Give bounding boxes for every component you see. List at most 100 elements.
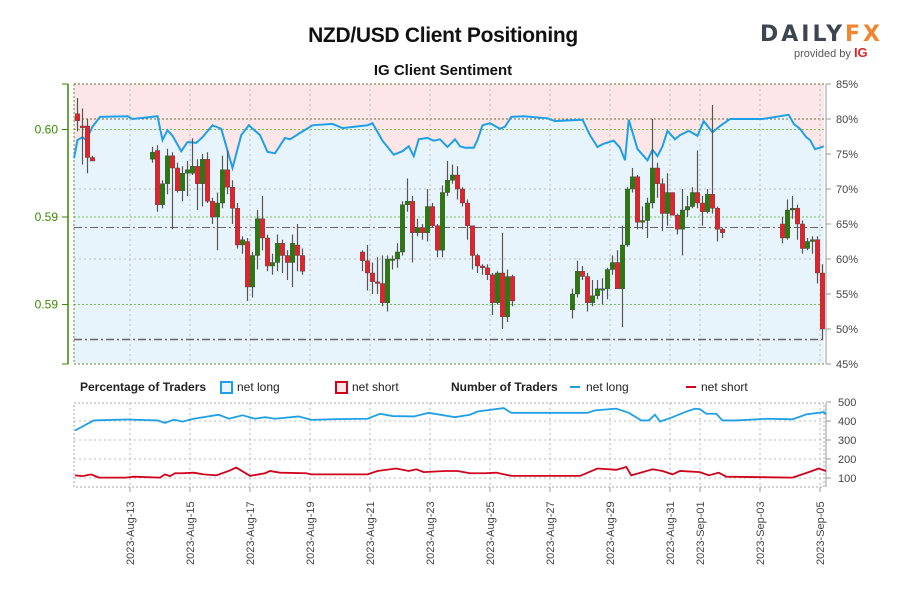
legend-net-short-box-icon: [335, 381, 348, 394]
candle-bullish: [385, 258, 390, 303]
percent-tick-label: 75%: [836, 149, 858, 161]
x-tick-label: 2023-Aug-17: [245, 501, 257, 565]
candle-bullish: [200, 159, 205, 184]
candle-bearish: [585, 276, 590, 303]
candle-bullish: [690, 192, 695, 207]
candle-bearish: [410, 201, 415, 233]
candle-bullish: [270, 262, 275, 267]
percent-tick-label: 45%: [836, 359, 858, 371]
candle-bearish: [780, 223, 785, 239]
logo-wordmark: DAILYFX: [760, 22, 880, 47]
candle-bearish: [670, 192, 675, 216]
candle-bullish: [605, 269, 610, 289]
legend-net-short-line-icon: [686, 386, 696, 388]
candle-bearish: [365, 260, 370, 274]
candle-bullish: [805, 241, 810, 249]
candle-bearish: [615, 262, 620, 289]
candle-bearish: [175, 167, 180, 191]
candle-bearish: [260, 218, 265, 239]
candle-bearish: [370, 272, 375, 282]
net-short-count-line: [74, 465, 827, 479]
candle-bearish: [655, 167, 660, 184]
x-tick-label: 2023-Aug-19: [305, 501, 317, 565]
candle-bullish: [395, 251, 400, 260]
count-tick-label: 300: [838, 435, 856, 447]
candle-bearish: [475, 255, 480, 267]
candle-bullish: [450, 174, 455, 181]
candle-bearish: [170, 155, 175, 169]
x-tick-label: 2023-Aug-13: [125, 501, 137, 565]
candle-bullish: [610, 262, 615, 270]
legend-number-title: Number of Traders: [451, 380, 558, 394]
x-tick-label: 2023-Sep-01: [695, 501, 707, 565]
chart-subtitle: IG Client Sentiment: [373, 62, 513, 79]
candle-bearish: [75, 113, 80, 121]
candle-bearish: [155, 150, 160, 205]
net-long-area: [74, 114, 824, 364]
candle-bearish: [435, 225, 440, 251]
candle-bullish: [165, 155, 170, 184]
legend-pct-net-short: net short: [352, 380, 399, 394]
legend-pct-net-long: net long: [237, 380, 280, 394]
price-tick-label: 0.60: [35, 123, 59, 137]
candle-bearish: [460, 188, 465, 204]
candle-bullish: [150, 152, 155, 160]
candle-bearish: [700, 202, 705, 212]
candle-bearish: [820, 272, 825, 330]
candle-bearish: [635, 176, 640, 223]
candle-bearish: [430, 206, 435, 226]
candle-bullish: [425, 206, 430, 233]
candle-bearish: [715, 208, 720, 230]
price-tick-label: 0.59: [35, 210, 59, 224]
candle-bearish: [265, 237, 270, 267]
legend-num-net-short: net short: [701, 380, 748, 394]
candle-bullish: [255, 218, 260, 256]
logo-provided-by: provided by IG: [794, 45, 870, 60]
candle-bearish: [300, 255, 305, 272]
candle-bullish: [495, 272, 500, 303]
candle-bearish: [195, 166, 200, 184]
net-long-percent-line: [73, 113, 825, 172]
candle-bearish: [500, 272, 505, 317]
candle-bullish: [620, 244, 625, 289]
candle-bullish: [600, 288, 605, 291]
legend-net-long-box-icon: [220, 381, 233, 394]
candle-bearish: [455, 174, 460, 190]
candle-bullish: [180, 173, 185, 191]
candle-bullish: [505, 276, 510, 317]
candle-bearish: [800, 223, 805, 249]
candle-bearish: [380, 283, 385, 303]
candle-bullish: [640, 220, 645, 223]
percent-tick-label: 55%: [836, 289, 858, 301]
candle-bullish: [215, 202, 220, 218]
legend-num-net-long: net long: [586, 380, 629, 394]
candle-bullish: [665, 192, 670, 214]
percent-tick-label: 85%: [836, 79, 858, 91]
x-tick-label: 2023-Aug-29: [605, 501, 617, 565]
percent-tick-label: 65%: [836, 219, 858, 231]
candle-bullish: [625, 188, 630, 246]
x-tick-label: 2023-Aug-21: [365, 501, 377, 565]
candle-bearish: [295, 244, 300, 256]
candle-bullish: [415, 227, 420, 233]
candle-bearish: [225, 169, 230, 188]
candle-bearish: [815, 239, 820, 274]
candle-bearish: [90, 157, 95, 162]
candle-bullish: [590, 295, 595, 303]
count-tick-label: 500: [838, 397, 856, 409]
x-tick-label: 2023-Aug-23: [425, 501, 437, 565]
x-tick-label: 2023-Aug-25: [485, 501, 497, 565]
candle-bearish: [485, 267, 490, 275]
candle-bearish: [470, 225, 475, 256]
candle-bullish: [630, 176, 635, 190]
candle-bearish: [85, 125, 90, 158]
legend-percentage-title: Percentage of Traders: [80, 380, 207, 394]
candle-bearish: [675, 215, 680, 230]
candle-bearish: [420, 227, 425, 233]
candle-bearish: [285, 255, 290, 263]
candle-bearish: [510, 276, 515, 302]
candle-bullish: [445, 180, 450, 193]
percent-tick-label: 70%: [836, 184, 858, 196]
logo-provider: IG: [853, 45, 868, 60]
